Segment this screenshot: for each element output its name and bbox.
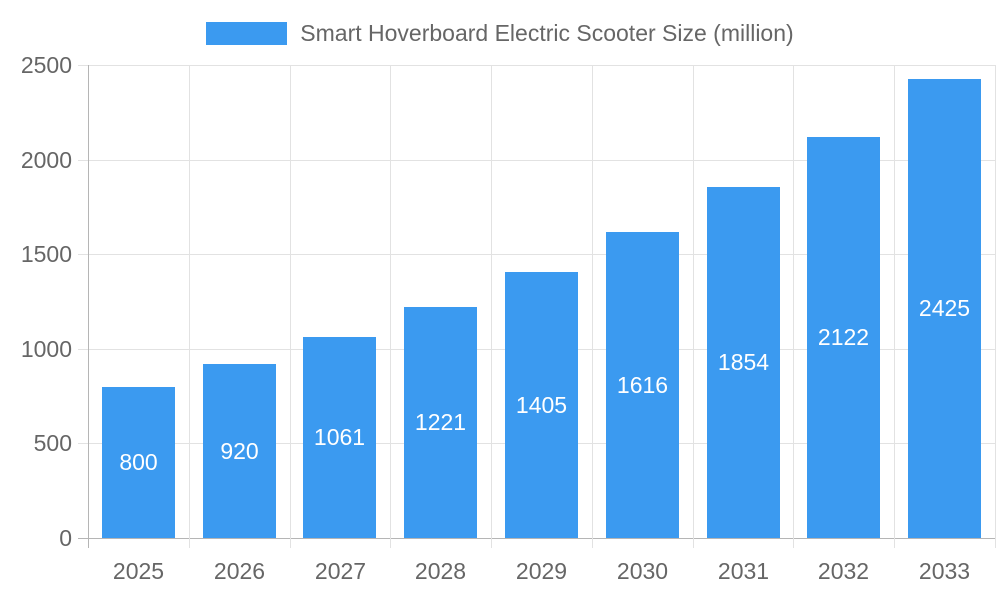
y-tick-label: 2500 [20,52,72,78]
x-tick-mark [390,538,391,548]
x-gridline [189,65,190,538]
y-tick-label: 1000 [20,336,72,362]
bar-2027[interactable]: 1061 [303,337,376,538]
bar-2032[interactable]: 2122 [807,137,880,538]
y-tick-label: 500 [33,430,72,456]
legend-label: Smart Hoverboard Electric Scooter Size (… [300,20,794,46]
x-tick-mark [491,538,492,548]
x-gridline [693,65,694,538]
bar-2029[interactable]: 1405 [505,272,578,538]
x-tick-mark [592,538,593,548]
x-tick-label-2028: 2028 [414,558,467,584]
bar-value-label: 2425 [918,295,971,321]
y-tick-mark [78,254,88,255]
x-gridline [592,65,593,538]
bar-value-label: 2122 [817,324,870,350]
x-gridline [793,65,794,538]
y-tick-label: 2000 [20,147,72,173]
bar-value-label: 800 [119,449,158,475]
y-gridline [88,65,995,66]
x-gridline [995,65,996,538]
x-tick-label-2027: 2027 [314,558,367,584]
bar-value-label: 920 [220,437,259,464]
y-gridline [88,160,995,161]
y-tick-mark [78,160,88,161]
x-tick-mark [693,538,694,548]
x-tick-label-2032: 2032 [817,558,870,584]
x-tick-label-2033: 2033 [918,558,971,584]
x-tick-mark [189,538,190,548]
bar-2031[interactable]: 1854 [707,187,780,538]
bar-2026[interactable]: 920 [203,364,276,538]
bar-value-label: 1616 [616,371,669,398]
y-tick-mark [78,443,88,444]
legend-swatch [206,22,288,45]
y-tick-mark [78,349,88,350]
x-tick-label-2030: 2030 [616,558,669,584]
x-tick-label-2031: 2031 [717,558,770,584]
y-tick-label: 1500 [20,241,72,267]
x-tick-mark [290,538,291,548]
x-tick-mark [793,538,794,548]
bar-2028[interactable]: 1221 [404,307,477,538]
y-tick-label: 0 [59,525,72,551]
legend[interactable]: Smart Hoverboard Electric Scooter Size (… [0,20,1000,47]
y-tick-mark [78,538,88,539]
y-axis-line [88,65,89,538]
x-tick-mark [88,538,89,548]
x-gridline [894,65,895,538]
x-tick-mark [995,538,996,548]
x-tick-mark [894,538,895,548]
bar-value-label: 1221 [414,409,467,435]
bar-value-label: 1061 [313,424,366,450]
bar-value-label: 1405 [515,391,568,418]
y-tick-mark [78,65,88,66]
y-gridline [88,254,995,255]
x-tick-label-2025: 2025 [112,558,165,584]
x-gridline [491,65,492,538]
x-axis-line [88,538,995,539]
bar-value-label: 1854 [717,349,770,375]
x-tick-label-2026: 2026 [213,558,266,584]
x-gridline [290,65,291,538]
bar-2025[interactable]: 800 [102,387,175,538]
x-tick-label-2029: 2029 [515,558,568,584]
x-gridline [390,65,391,538]
bar-2030[interactable]: 1616 [606,232,679,538]
bar-2033[interactable]: 2425 [908,79,981,538]
